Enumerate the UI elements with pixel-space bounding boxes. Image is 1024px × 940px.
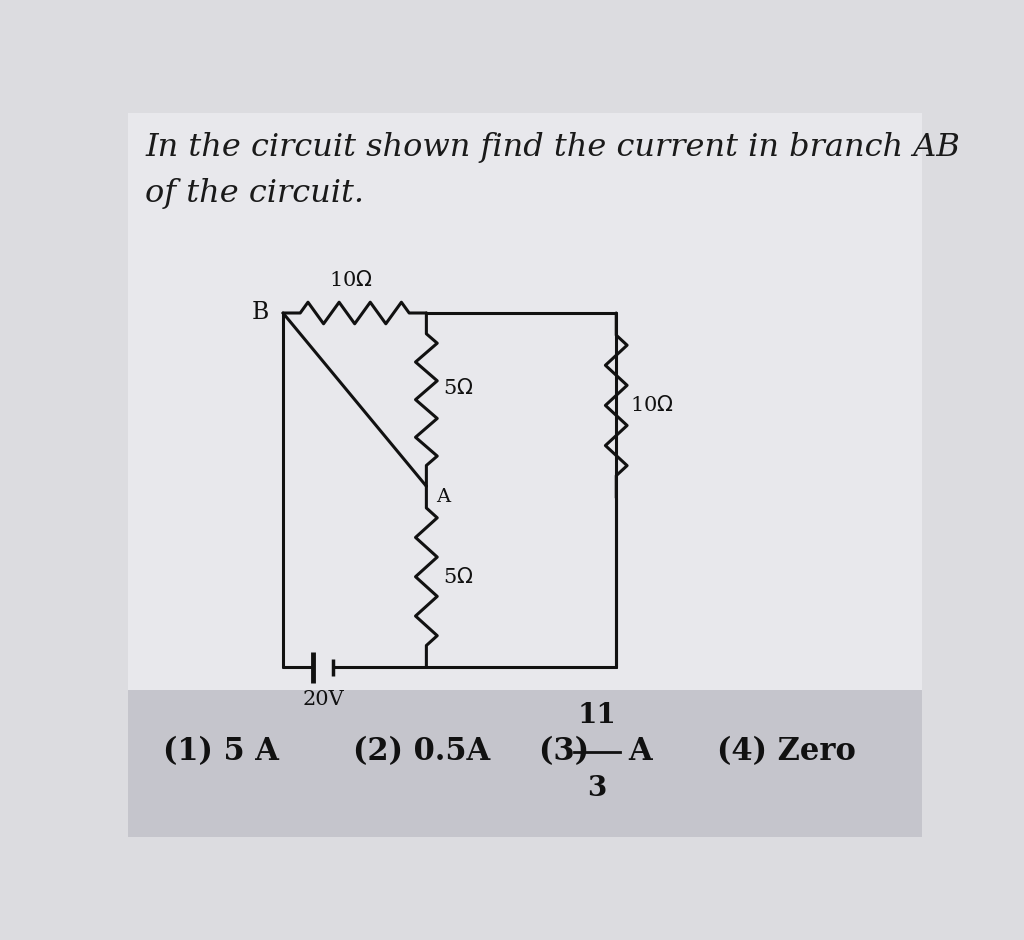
- Text: 5$\Omega$: 5$\Omega$: [443, 378, 474, 398]
- Text: B: B: [252, 302, 269, 324]
- Text: of the circuit.: of the circuit.: [145, 179, 365, 210]
- Text: (4) Zero: (4) Zero: [717, 736, 856, 767]
- Text: 20V: 20V: [302, 690, 344, 710]
- Text: (1) 5 A: (1) 5 A: [163, 736, 279, 767]
- FancyBboxPatch shape: [128, 690, 922, 837]
- Text: A: A: [435, 488, 450, 506]
- Text: In the circuit shown find the current in branch AB: In the circuit shown find the current in…: [145, 132, 959, 163]
- Text: (2) 0.5A: (2) 0.5A: [352, 736, 489, 767]
- Text: 3: 3: [587, 775, 606, 802]
- Text: 10$\Omega$: 10$\Omega$: [630, 396, 674, 415]
- FancyBboxPatch shape: [128, 113, 922, 690]
- Text: 11: 11: [578, 702, 616, 728]
- Text: 10$\Omega$: 10$\Omega$: [329, 270, 373, 290]
- Text: A: A: [628, 736, 651, 767]
- Text: (3): (3): [539, 736, 599, 767]
- Text: 5$\Omega$: 5$\Omega$: [443, 567, 474, 587]
